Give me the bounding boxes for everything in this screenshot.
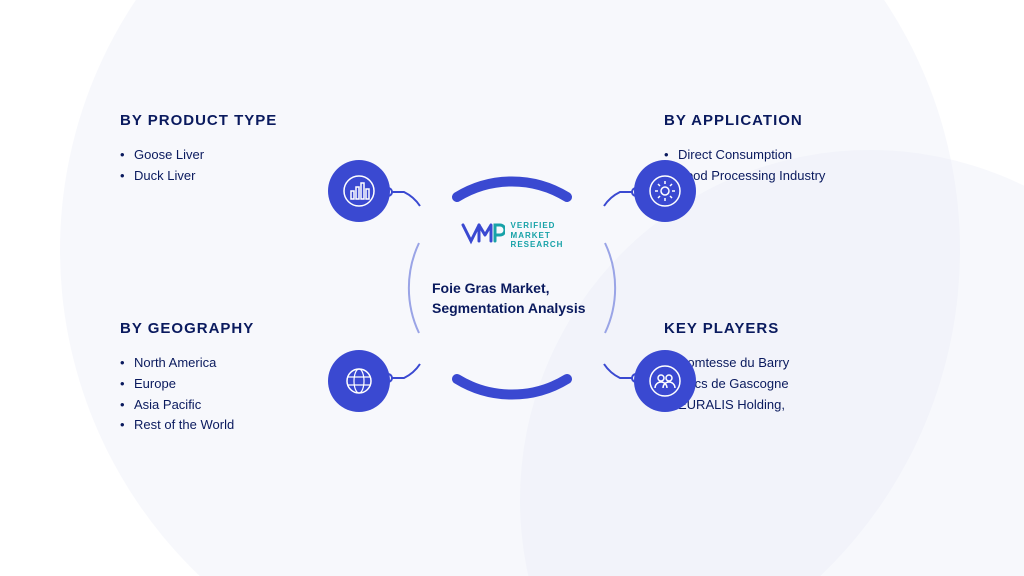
brand-logo-text: VERIFIED MARKET RESEARCH bbox=[511, 221, 564, 250]
bar-chart-icon bbox=[328, 160, 390, 222]
gear-icon bbox=[634, 160, 696, 222]
list-item: EURALIS Holding, bbox=[664, 395, 924, 416]
list-item: Direct Consumption bbox=[664, 145, 924, 166]
segment-application: BY APPLICATION Direct Consumption Food P… bbox=[664, 112, 924, 187]
brand-mark-icon bbox=[461, 221, 505, 250]
list-item: Goose Liver bbox=[120, 145, 380, 166]
segment-key-players: KEY PLAYERS Comtesse du Barry Ducs de Ga… bbox=[664, 320, 924, 415]
brand-logo: VERIFIED MARKET RESEARCH bbox=[461, 221, 564, 250]
segment-list: Direct Consumption Food Processing Indus… bbox=[664, 145, 924, 187]
people-icon bbox=[634, 350, 696, 412]
list-item: Rest of the World bbox=[120, 415, 380, 436]
list-item: Ducs de Gascogne bbox=[664, 374, 924, 395]
segment-title: BY PRODUCT TYPE bbox=[120, 112, 380, 129]
center-title: Foie Gras Market, Segmentation Analysis bbox=[432, 278, 592, 319]
segment-title: KEY PLAYERS bbox=[664, 320, 924, 337]
globe-icon bbox=[328, 350, 390, 412]
center-circle: VERIFIED MARKET RESEARCH Foie Gras Marke… bbox=[397, 173, 627, 403]
segment-list: Comtesse du Barry Ducs de Gascogne EURAL… bbox=[664, 353, 924, 415]
segment-title: BY APPLICATION bbox=[664, 112, 924, 129]
segment-title: BY GEOGRAPHY bbox=[120, 320, 380, 337]
list-item: Comtesse du Barry bbox=[664, 353, 924, 374]
list-item: Food Processing Industry bbox=[664, 166, 924, 187]
